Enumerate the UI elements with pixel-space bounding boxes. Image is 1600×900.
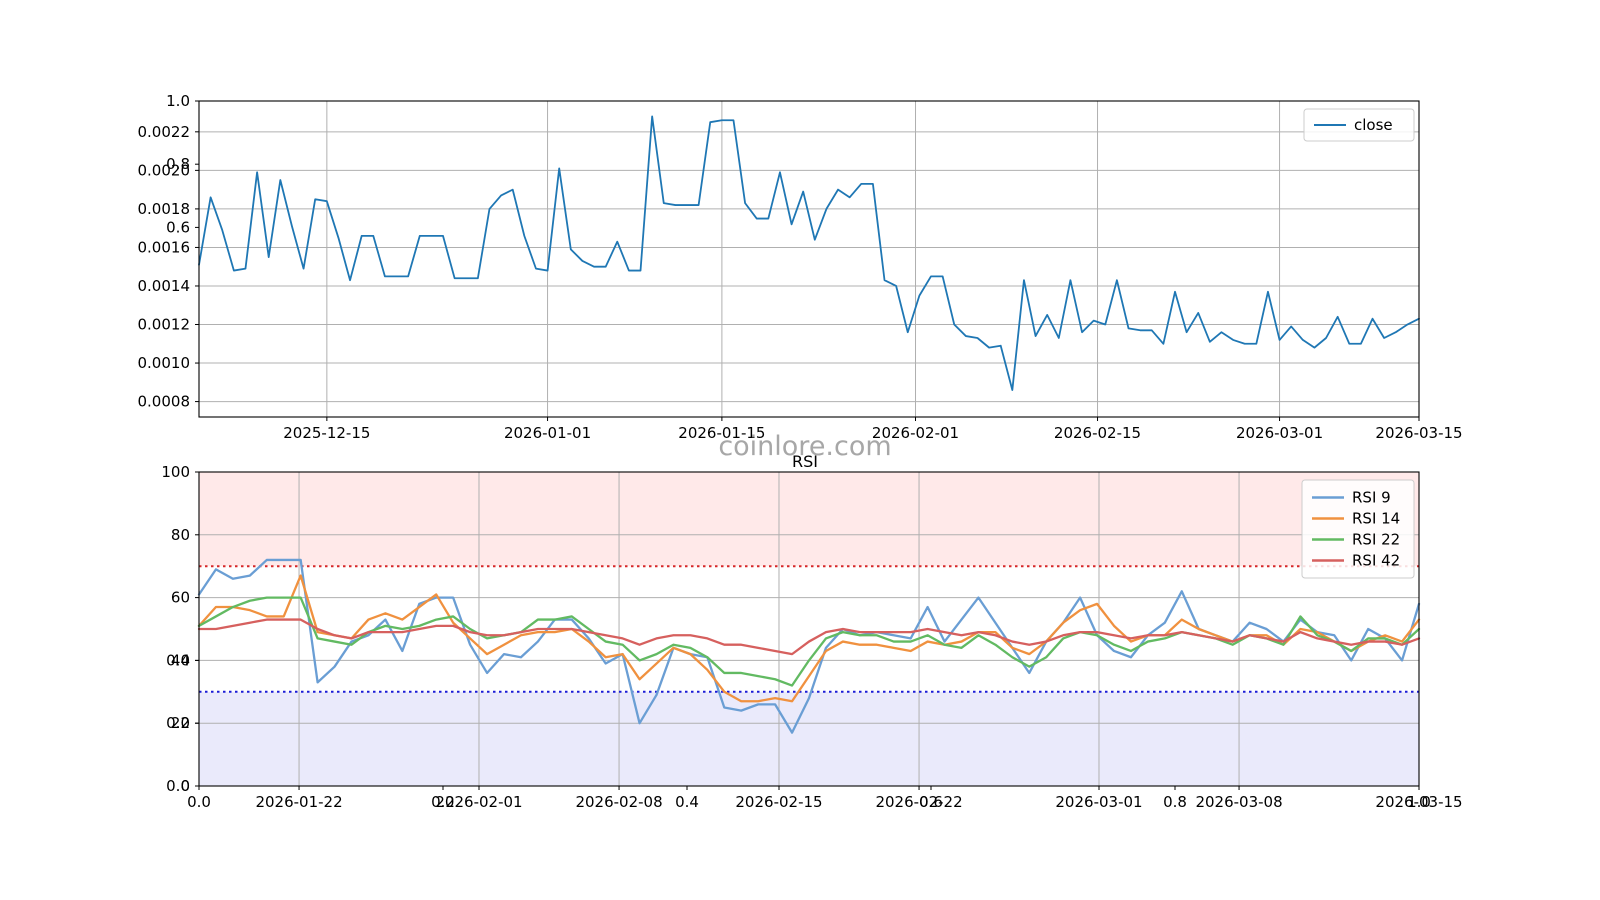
rsi-y-tick-40: 40 [171, 651, 190, 669]
price-y-tick-0.0008: 0.0008 [138, 393, 191, 411]
legend-label-rsi-22: RSI 22 [1352, 531, 1400, 549]
legend-label-rsi-14: RSI 14 [1352, 510, 1400, 528]
rsi-x-tick-2026-02-08: 2026-02-08 [575, 793, 662, 811]
rsi-x-tick-overlay-0.0: 0.0 [187, 793, 211, 811]
price-x-tick-2026-03-15: 2026-03-15 [1375, 424, 1462, 442]
rsi-x-tick-2026-02-01: 2026-02-01 [435, 793, 522, 811]
price-y-tick-0.0018: 0.0018 [138, 200, 191, 218]
rsi-chart-panel: 0 20 40 60 80 100 0.0 0.2 0.4 2026-01-22 2026-02… [161, 452, 1462, 811]
rsi-x-tick-2026-03-01: 2026-03-01 [1055, 793, 1142, 811]
price-y-tick-0.0010: 0.0010 [138, 354, 191, 372]
rsi-y-tick-0: 0 [180, 777, 190, 795]
price-y-tick-labels: 0.0008 0.0010 0.0012 0.0014 0.0016 0.0018 0.00… [138, 123, 191, 411]
price-x-tick-2026-03-01: 2026-03-01 [1236, 424, 1323, 442]
rsi-x-tick-2026-01-22: 2026-01-22 [255, 793, 342, 811]
rsi-y-tick-overlay-0.2: 0.2 [166, 714, 190, 732]
rsi-y-tick-overlay-0.4: 0.4 [166, 651, 190, 669]
rsi-series-group [197, 558, 1421, 734]
price-chart-panel: 0.0008 0.0010 0.0012 0.0014 0.0016 0.0018 0.00… [138, 92, 1463, 442]
oversold-band [199, 691, 1419, 786]
rsi-x-tick-2026-02-15: 2026-02-15 [735, 793, 822, 811]
rsi-panel-title: RSI [792, 452, 818, 471]
rsi-x-tick-2026-02-22: 2026-02-22 [875, 793, 962, 811]
watermark-text: coinlore.com [718, 431, 891, 462]
price-x-tick-labels: 2025-12-15 2026-01-01 2026-01-15 2026-02-01… [283, 424, 1462, 442]
rsi-y-tick-80: 80 [171, 526, 190, 544]
price-x-tick-2026-01-01: 2026-01-01 [504, 424, 591, 442]
legend-label-rsi-9: RSI 9 [1352, 489, 1391, 507]
rsi-x-tick-labels-overlay: 0.0 0.2 0.4 0.6 0.8 1.0 [187, 793, 1431, 811]
price-y-tick-0.0014: 0.0014 [138, 277, 191, 295]
price-y-tick-0.0016: 0.0016 [138, 238, 191, 256]
rsi-x-tick-overlay-1.0: 1.0 [1407, 793, 1431, 811]
price-x-tick-2026-01-15: 2026-01-15 [678, 424, 765, 442]
rsi-x-tick-overlay-0.4: 0.4 [675, 793, 699, 811]
rsi-x-tick-overlay-0.6: 0.6 [919, 793, 943, 811]
rsi-x-tick-overlay-0.2: 0.2 [431, 793, 455, 811]
price-axes-frame [195, 100, 1420, 421]
price-y-tick-0.0020: 0.0020 [138, 161, 191, 179]
rsi-axes-frame [195, 471, 1420, 790]
price-y-tick-overlay-0.8: 0.8 [166, 155, 190, 173]
rsi-threshold-bands [199, 472, 1419, 786]
legend-label-rsi-42: RSI 42 [1352, 552, 1400, 570]
rsi-y-tick-overlay-0.0: 0.0 [166, 777, 190, 795]
price-y-tick-overlay-1.0: 1.0 [166, 92, 190, 110]
rsi-y-tick-labels-overlay: 0.0 0.2 0.4 [166, 651, 190, 795]
price-legend[interactable]: close [1303, 108, 1415, 142]
price-line-close [198, 115, 1420, 391]
price-y-tick-0.0022: 0.0022 [138, 123, 191, 141]
price-x-tick-2025-12-15: 2025-12-15 [283, 424, 370, 442]
rsi-x-tick-2026-03-08: 2026-03-08 [1195, 793, 1282, 811]
rsi-x-tick-2026-03-15: 2026-03-15 [1375, 793, 1462, 811]
rsi-line-rsi-42 [197, 618, 1421, 656]
rsi-y-tick-60: 60 [171, 589, 190, 607]
price-y-tick-overlay-0.6: 0.6 [166, 218, 190, 236]
price-series-group [198, 115, 1420, 391]
rsi-y-tick-100: 100 [161, 463, 190, 481]
rsi-y-tick-20: 20 [171, 714, 190, 732]
rsi-legend[interactable]: RSI 9 RSI 14 RSI 22 RSI 42 [1301, 479, 1415, 579]
rsi-x-tick-overlay-0.8: 0.8 [1163, 793, 1187, 811]
price-y-tick-labels-overlay: 0.6 0.8 1.0 [166, 92, 190, 236]
price-y-tick-0.0012: 0.0012 [138, 316, 191, 334]
overbought-band [199, 472, 1419, 567]
legend-label-close: close [1354, 116, 1393, 134]
price-x-tick-2026-02-15: 2026-02-15 [1054, 424, 1141, 442]
rsi-x-tick-labels: 2026-01-22 2026-02-01 2026-02-08 2026-02-15… [255, 793, 1462, 811]
price-x-tick-2026-02-01: 2026-02-01 [872, 424, 959, 442]
rsi-line-rsi-14 [197, 574, 1421, 703]
rsi-y-tick-labels: 0 20 40 60 80 100 [161, 463, 190, 795]
